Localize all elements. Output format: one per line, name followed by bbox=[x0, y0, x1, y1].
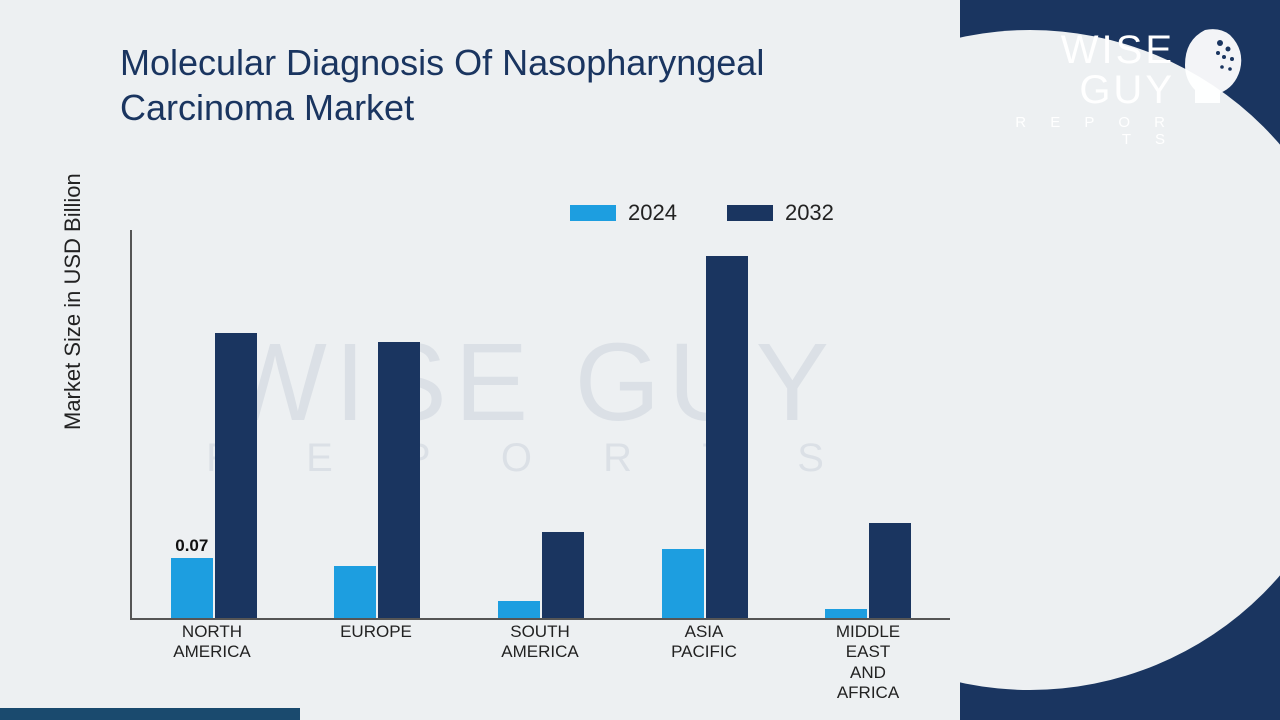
chart-title: Molecular Diagnosis Of Nasopharyngeal Ca… bbox=[120, 40, 880, 130]
legend-label: 2032 bbox=[785, 200, 834, 226]
category-label: MIDDLEEASTANDAFRICA bbox=[808, 622, 928, 704]
x-axis-labels: NORTHAMERICA EUROPE SOUTHAMERICA ASIAPACIFI… bbox=[130, 622, 950, 704]
bar-groups: 0.07 bbox=[132, 230, 950, 618]
bar-2024 bbox=[825, 609, 867, 618]
category-label: SOUTHAMERICA bbox=[480, 622, 600, 704]
bar-group bbox=[498, 532, 584, 618]
category-label: EUROPE bbox=[316, 622, 436, 704]
head-dots-icon bbox=[1180, 25, 1250, 105]
bar-2024 bbox=[662, 549, 704, 618]
bar-group bbox=[334, 342, 420, 618]
legend-item: 2024 bbox=[570, 200, 677, 226]
bar-2032 bbox=[706, 256, 748, 618]
bar-group: 0.07 bbox=[171, 333, 257, 618]
chart-area: Molecular Diagnosis Of Nasopharyngeal Ca… bbox=[30, 20, 970, 700]
bar-2032 bbox=[378, 342, 420, 618]
y-axis-label: Market Size in USD Billion bbox=[60, 173, 86, 430]
bar-value-label: 0.07 bbox=[171, 536, 213, 556]
bottom-accent-bar bbox=[0, 708, 300, 720]
legend: 2024 2032 bbox=[570, 200, 834, 226]
legend-swatch-2032 bbox=[727, 205, 773, 221]
bar-group bbox=[662, 256, 748, 618]
bar-group bbox=[825, 523, 911, 618]
plot-area: 0.07 bbox=[130, 230, 950, 620]
legend-item: 2032 bbox=[727, 200, 834, 226]
brand-logo: WISE GUY R E P O R T S bbox=[990, 30, 1250, 148]
legend-swatch-2024 bbox=[570, 205, 616, 221]
category-label: NORTHAMERICA bbox=[152, 622, 272, 704]
bar-2032 bbox=[215, 333, 257, 618]
legend-label: 2024 bbox=[628, 200, 677, 226]
bar-2024 bbox=[334, 566, 376, 618]
brand-sub: R E P O R T S bbox=[990, 114, 1250, 148]
page: WISE GUY R E P O R T S Molecular Diagnos… bbox=[0, 0, 1280, 720]
bar-2024 bbox=[171, 558, 213, 618]
bar-2024 bbox=[498, 601, 540, 618]
bar-2032 bbox=[869, 523, 911, 618]
bar-2032 bbox=[542, 532, 584, 618]
category-label: ASIAPACIFIC bbox=[644, 622, 764, 704]
